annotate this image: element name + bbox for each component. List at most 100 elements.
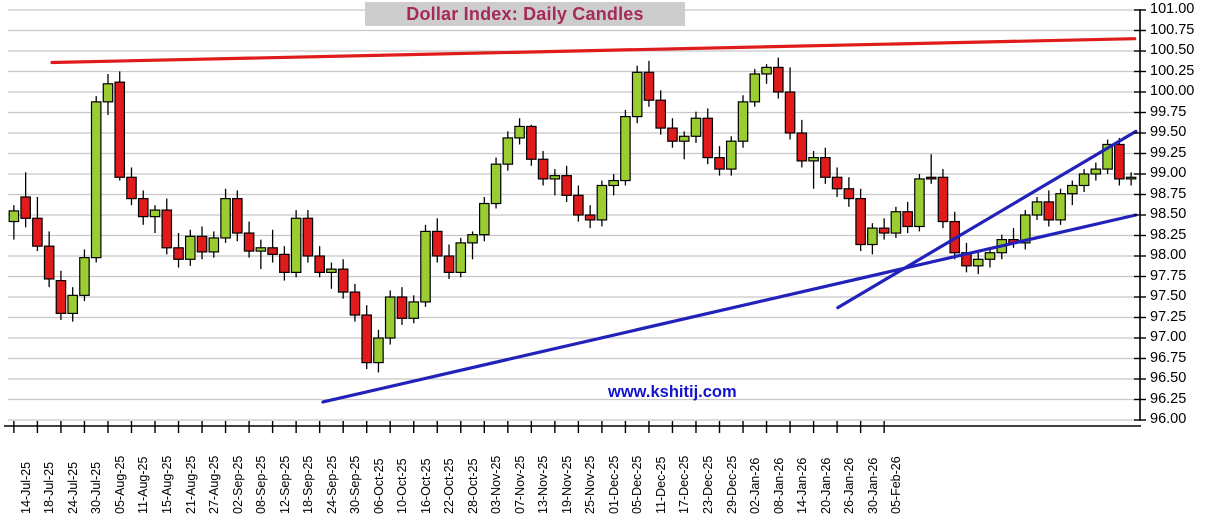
x-axis-label: 28-Oct-25: [465, 458, 480, 514]
y-axis-label: 96.25: [1150, 390, 1187, 407]
candle-body: [90, 101, 102, 259]
candle-body: [196, 235, 208, 253]
x-axis-label: 02-Sep-25: [230, 455, 245, 514]
x-axis-label: 05-Dec-25: [630, 455, 645, 514]
x-axis-label: 30-Jan-26: [865, 457, 880, 514]
y-axis: [1134, 9, 1146, 421]
candle-body: [102, 83, 114, 103]
candle-body: [184, 235, 196, 260]
candle-body: [290, 217, 302, 273]
candle-body: [279, 253, 290, 273]
candle-body: [831, 176, 843, 190]
candle-body: [725, 140, 737, 170]
candle-body: [126, 176, 137, 200]
y-axis-label: 97.50: [1150, 288, 1187, 304]
candle-body: [596, 184, 608, 221]
candle-body: [255, 247, 267, 252]
candle-body: [1031, 201, 1043, 216]
candle-body: [502, 137, 514, 165]
x-axis-label: 08-Jan-26: [771, 457, 786, 514]
trendline-lower-support: [321, 213, 1138, 404]
candle-body: [749, 73, 761, 103]
x-axis-label: 24-Sep-25: [324, 455, 339, 514]
candle-body: [114, 81, 126, 178]
x-axis: [4, 421, 1141, 433]
x-axis-label: 29-Dec-25: [724, 455, 739, 514]
candle-body: [373, 337, 384, 364]
x-axis-label: 06-Oct-25: [371, 458, 386, 514]
x-axis-label: 26-Jan-26: [842, 457, 857, 514]
candle-body: [737, 101, 749, 142]
candle-body: [314, 255, 325, 273]
candle-body: [79, 257, 90, 296]
trendline-steep-support: [836, 129, 1138, 310]
candle-body: [55, 280, 67, 315]
candle-body: [478, 202, 490, 236]
watermark-url: www.kshitij.com: [608, 383, 737, 401]
candle-body: [243, 232, 255, 252]
candle-body: [267, 247, 278, 255]
candle-body: [396, 296, 408, 319]
y-axis-label: 98.50: [1150, 206, 1187, 222]
y-axis-label: 100.75: [1150, 21, 1195, 38]
candle-body: [349, 291, 361, 316]
x-axis-label: 27-Aug-25: [207, 455, 222, 514]
candle-body: [984, 252, 996, 260]
x-axis-label: 25-Nov-25: [583, 455, 598, 514]
candle-body: [1090, 168, 1102, 175]
candle-body: [714, 157, 725, 170]
candle-body: [443, 255, 455, 273]
candle-body: [784, 91, 796, 134]
candle-body: [902, 211, 913, 228]
candle-body: [878, 227, 890, 234]
y-axis-label: 96.00: [1150, 411, 1187, 427]
candle-body: [1043, 201, 1055, 221]
x-axis-label: 16-Oct-25: [418, 458, 433, 514]
candle-body: [608, 179, 619, 187]
candle-body: [337, 268, 349, 293]
x-axis-label: 01-Dec-25: [606, 455, 621, 514]
candle-body: [796, 132, 808, 162]
page-title: Dollar Index: Daily Candles: [406, 3, 644, 24]
candle-body: [972, 258, 984, 267]
candle-body: [867, 227, 878, 246]
candle-body: [149, 209, 161, 218]
x-axis-label: 18-Sep-25: [301, 455, 316, 514]
x-axis-label: 23-Dec-25: [700, 455, 715, 514]
x-axis-label: 08-Sep-25: [254, 455, 269, 514]
y-axis-label: 99.25: [1150, 144, 1187, 161]
candle-body: [620, 115, 631, 182]
candle-body: [573, 194, 584, 216]
candle-body: [67, 294, 78, 314]
candle-body: [678, 135, 690, 142]
candle-body: [326, 268, 337, 273]
candle-body: [232, 198, 243, 234]
candle-body: [467, 234, 478, 244]
x-axis-label: 07-Nov-25: [512, 455, 527, 514]
x-axis-label: 14-Jan-26: [795, 457, 810, 514]
candle-body: [655, 99, 667, 129]
candle-body: [1102, 143, 1113, 170]
x-axis-label: 22-Oct-25: [442, 458, 457, 514]
y-axis-label: 97.75: [1150, 267, 1187, 284]
y-axis-label: 99.50: [1150, 124, 1187, 140]
candle-body: [173, 247, 184, 260]
x-axis-label: 30-Jul-25: [89, 461, 104, 514]
x-axis-label: 14-Jul-25: [18, 461, 33, 514]
candle-body: [302, 217, 314, 257]
candle-body: [431, 230, 443, 257]
y-axis-label: 98.25: [1150, 226, 1187, 243]
candle-body: [1019, 214, 1031, 244]
x-axis-label: 03-Nov-25: [489, 455, 504, 514]
candle-body: [361, 314, 372, 364]
x-axis-label: 05-Aug-25: [112, 455, 127, 514]
candle-body: [43, 245, 55, 280]
candle-body: [408, 301, 420, 319]
y-axis-label: 100.50: [1150, 42, 1195, 58]
candle-body: [761, 66, 772, 75]
chart-title-band: Dollar Index: Daily Candles: [365, 2, 685, 26]
candle-body: [808, 157, 819, 162]
candle-body: [1125, 176, 1137, 180]
